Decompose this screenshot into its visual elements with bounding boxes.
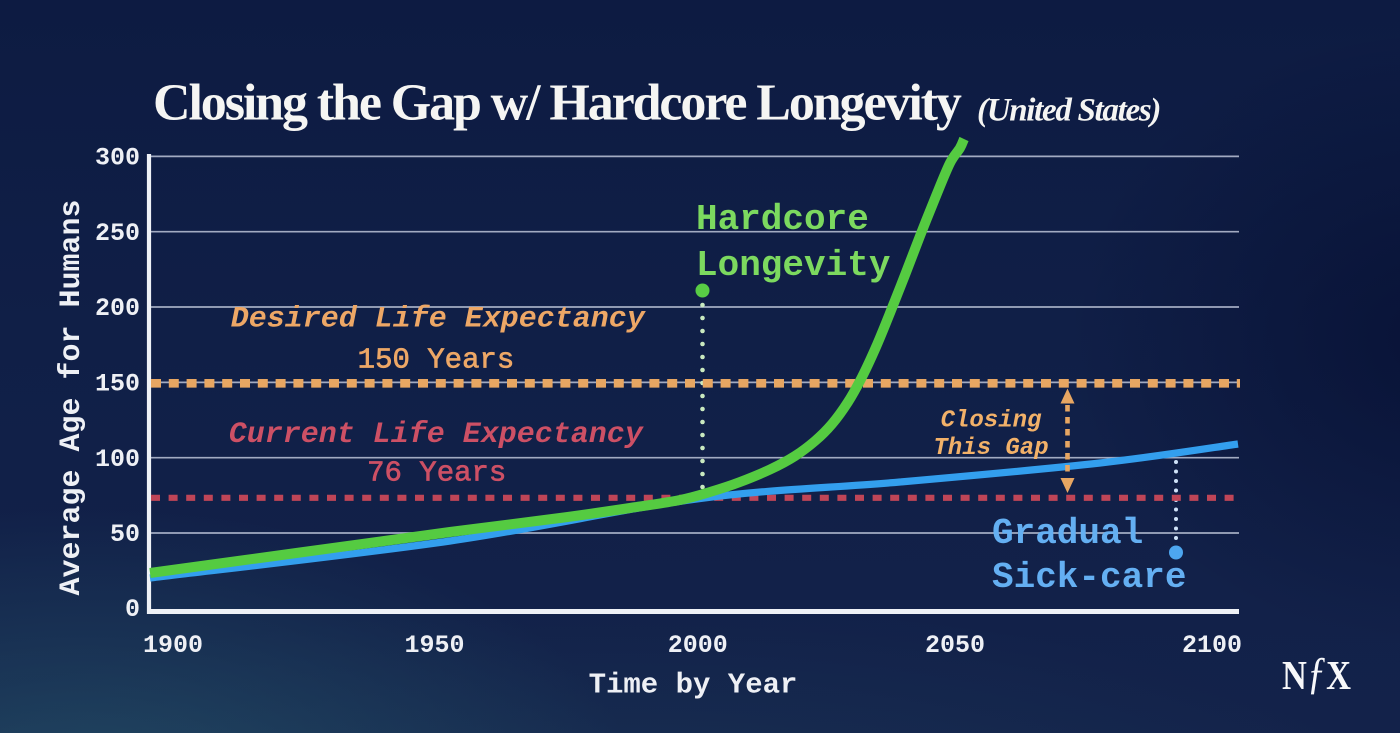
svg-text:300: 300 (95, 144, 140, 173)
svg-text:50: 50 (110, 520, 140, 549)
svg-text:NƒX: NƒX (1282, 648, 1351, 699)
svg-text:2050: 2050 (925, 631, 985, 660)
svg-text:Longevity: Longevity (696, 245, 890, 286)
svg-text:76 Years: 76 Years (367, 457, 506, 490)
svg-text:Current Life Expectancy: Current Life Expectancy (229, 418, 644, 452)
svg-text:(United States): (United States) (977, 93, 1160, 129)
svg-text:150 Years: 150 Years (358, 344, 515, 377)
svg-text:Time by Year: Time by Year (589, 669, 798, 702)
svg-text:Sick-care: Sick-care (992, 557, 1186, 598)
svg-text:150: 150 (95, 370, 140, 399)
svg-text:100: 100 (95, 445, 140, 474)
svg-text:Average Age for Humans: Average Age for Humans (55, 199, 89, 595)
svg-text:200: 200 (95, 294, 140, 323)
svg-text:1900: 1900 (143, 631, 203, 660)
svg-text:Closing: Closing (941, 408, 1042, 435)
svg-text:2100: 2100 (1182, 631, 1242, 660)
svg-text:0: 0 (125, 595, 140, 624)
svg-text:1950: 1950 (404, 631, 464, 660)
svg-text:Gradual: Gradual (992, 513, 1143, 554)
svg-text:2000: 2000 (668, 631, 728, 660)
svg-text:250: 250 (95, 219, 140, 248)
svg-text:Hardcore: Hardcore (696, 199, 869, 240)
svg-text:Desired Life Expectancy: Desired Life Expectancy (231, 303, 646, 337)
svg-text:This Gap: This Gap (933, 435, 1048, 462)
svg-text:Closing the Gap w/ Hardcore Lo: Closing the Gap w/ Hardcore Longevity (153, 75, 962, 132)
